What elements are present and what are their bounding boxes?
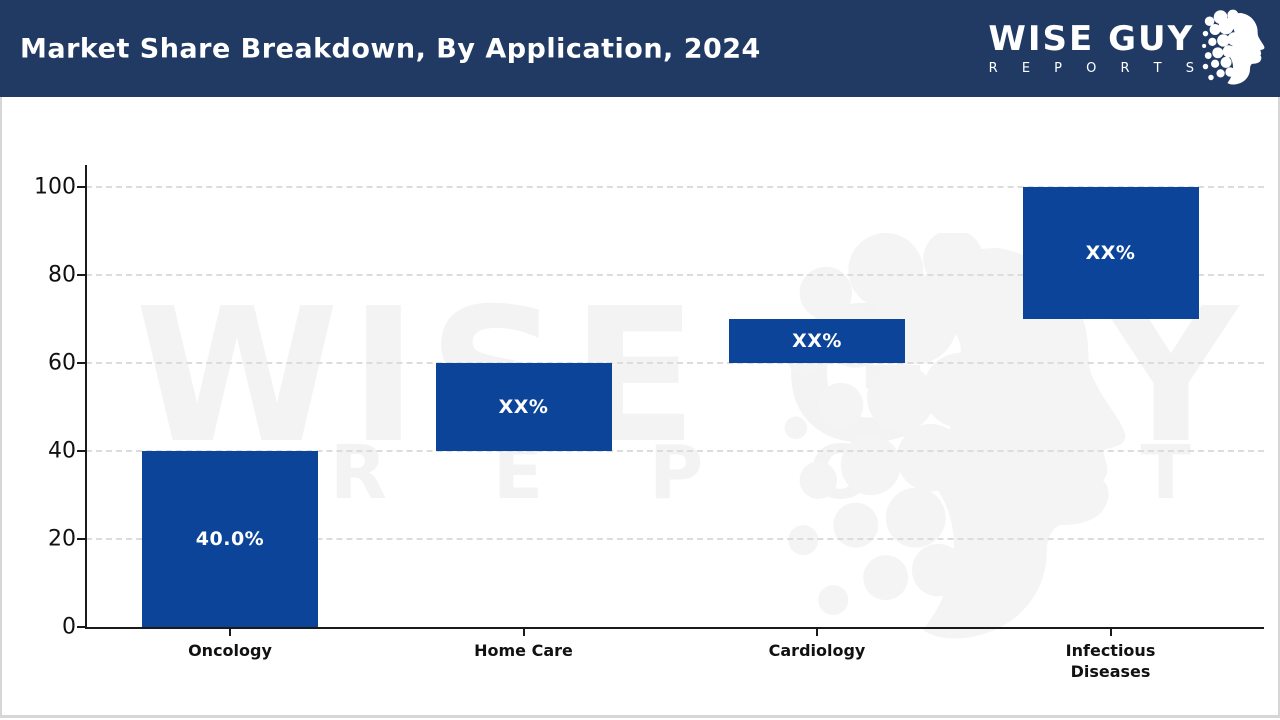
x-axis-category-label-cardiology: Cardiology: [768, 641, 866, 660]
bar-value-label-oncology: 40.0%: [195, 528, 265, 550]
header-bar: Market Share Breakdown, By Application, …: [0, 0, 1280, 97]
x-axis-tick-mark: [816, 629, 818, 636]
logo-dotted-head-icon: [1202, 9, 1265, 85]
x-axis-category-label-infectious-diseases: Infectious Diseases: [1065, 641, 1156, 681]
bar-value-label-home-care: XX%: [498, 396, 549, 418]
x-axis-tick-mark: [229, 629, 231, 636]
x-axis-category-label-home-care: Home Care: [474, 641, 573, 660]
x-axis-tick-mark: [522, 629, 525, 636]
y-axis-tick-label: 40: [48, 438, 76, 464]
gridline-60: [86, 362, 1264, 364]
bar-infectious-diseases: [1022, 187, 1199, 319]
waterfall-chart: 0 20 40 60 80 100 40.0% Oncology XX% Home Care XX%…: [0, 97, 1280, 717]
y-axis-tick-mark: [77, 186, 85, 188]
y-axis-tick-mark: [77, 450, 85, 452]
frame-border-bottom: [0, 715, 1280, 718]
y-axis-tick-mark: [77, 538, 85, 540]
x-axis-tick-mark: [1109, 629, 1112, 636]
x-axis-category-label-oncology: Oncology: [188, 641, 272, 660]
y-axis-tick-label: 80: [48, 262, 76, 288]
bar-oncology: [142, 451, 318, 627]
frame-border-left: [0, 97, 2, 718]
y-axis-tick-label: 20: [48, 526, 76, 552]
y-axis-tick-label: 60: [48, 350, 76, 376]
gridline-40: [86, 450, 1264, 452]
y-axis-tick-label: 100: [34, 174, 76, 200]
y-axis-tick-mark: [77, 362, 85, 364]
y-axis-tick-mark: [77, 626, 85, 628]
chart-title: Market Share Breakdown, By Application, …: [20, 33, 761, 64]
bar-value-label-cardiology: XX%: [792, 330, 842, 352]
frame-border-right: [1278, 97, 1280, 718]
logo-tagline: R E P O R T S: [988, 60, 1204, 76]
y-axis-tick-label: 0: [62, 614, 76, 640]
gridline-20: [86, 538, 1264, 540]
bar-home-care: [435, 363, 612, 451]
gridline-100: [86, 186, 1264, 188]
bar-value-label-infectious-diseases: XX%: [1085, 242, 1136, 264]
x-axis-line: [85, 627, 1264, 629]
bar-cardiology: [729, 319, 905, 363]
gridline-80: [86, 274, 1264, 276]
y-axis-line: [85, 165, 87, 629]
y-axis-tick-mark: [77, 274, 85, 276]
logo-name: WISE GUY: [988, 18, 1195, 59]
wise-guy-reports-logo: WISE GUY R E P O R T S: [979, 7, 1272, 89]
